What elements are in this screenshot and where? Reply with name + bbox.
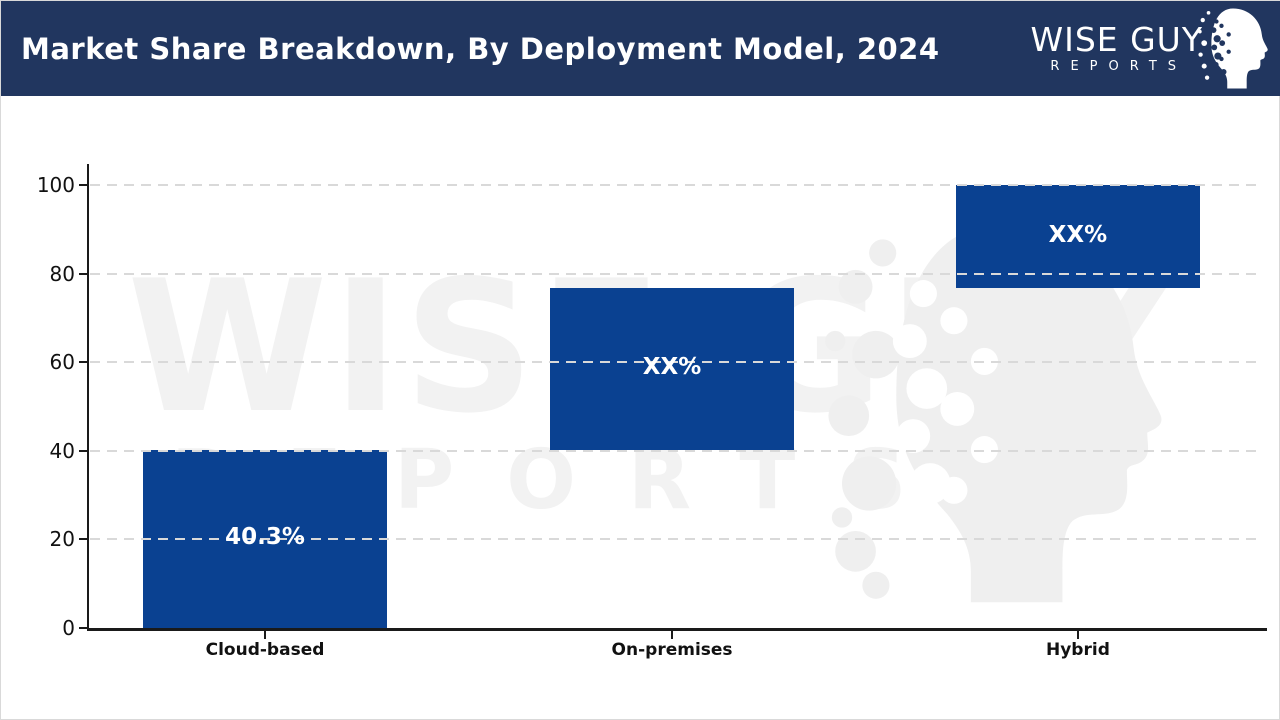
- gridline-y20: [90, 538, 1257, 541]
- y-tick-label-20: 20: [49, 527, 75, 552]
- wiseguy-logo-line1: WISE GUY: [1030, 20, 1203, 59]
- y-tick-80: [79, 272, 87, 275]
- wiseguy-logo: WISE GUY REPORTS: [1021, 1, 1271, 96]
- gridline-y100: [90, 184, 1257, 187]
- bar-on-premises: [550, 288, 795, 450]
- gridline-y40: [90, 449, 1257, 452]
- chart-title: Market Share Breakdown, By Deployment Mo…: [21, 31, 940, 66]
- y-tick-100: [79, 184, 87, 187]
- y-axis-spine: [87, 164, 89, 630]
- y-tick-label-0: 0: [62, 616, 75, 640]
- x-axis-label-on-premises: On-premises: [611, 640, 733, 660]
- y-tick-20: [79, 538, 87, 541]
- y-tick-label-40: 40: [49, 438, 75, 463]
- y-tick-label-60: 60: [49, 350, 75, 375]
- y-tick-label-100: 100: [36, 173, 75, 198]
- header-bar: Market Share Breakdown, By Deployment Mo…: [1, 1, 1280, 96]
- watermark-face-icon: [825, 225, 1162, 603]
- x-tick-on-premises: [671, 631, 674, 639]
- wiseguy-logo-line2: REPORTS: [1050, 59, 1188, 74]
- gridline-y60: [90, 361, 1257, 364]
- y-tick-40: [79, 449, 87, 452]
- x-axis-label-cloud-based: Cloud-based: [205, 640, 325, 660]
- x-tick-cloud-based: [264, 631, 267, 639]
- gridline-y80: [90, 272, 1257, 275]
- bar-value-label-cloud-based: 40.3%: [225, 523, 305, 550]
- y-tick-0: [79, 627, 87, 629]
- bar-value-label-on-premises: XX%: [642, 353, 702, 380]
- bar-hybrid: [955, 185, 1200, 289]
- x-axis-spine: [87, 628, 1267, 631]
- wiseguy-face-icon: [1198, 8, 1268, 89]
- x-tick-hybrid: [1076, 631, 1079, 639]
- x-axis-label-hybrid: Hybrid: [1046, 640, 1110, 660]
- wiseguy-logo-text: WISE GUY REPORTS: [1030, 20, 1203, 75]
- y-tick-label-80: 80: [49, 261, 75, 286]
- y-tick-60: [79, 361, 87, 364]
- bar-value-label-hybrid: XX%: [1048, 221, 1108, 248]
